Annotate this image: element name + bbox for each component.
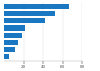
Bar: [4, 11, 55, 16]
Bar: [4, 33, 22, 38]
Bar: [4, 18, 45, 23]
Bar: [4, 40, 18, 45]
Bar: [4, 54, 9, 59]
Bar: [4, 25, 26, 31]
Bar: [4, 4, 69, 9]
Bar: [4, 47, 15, 52]
